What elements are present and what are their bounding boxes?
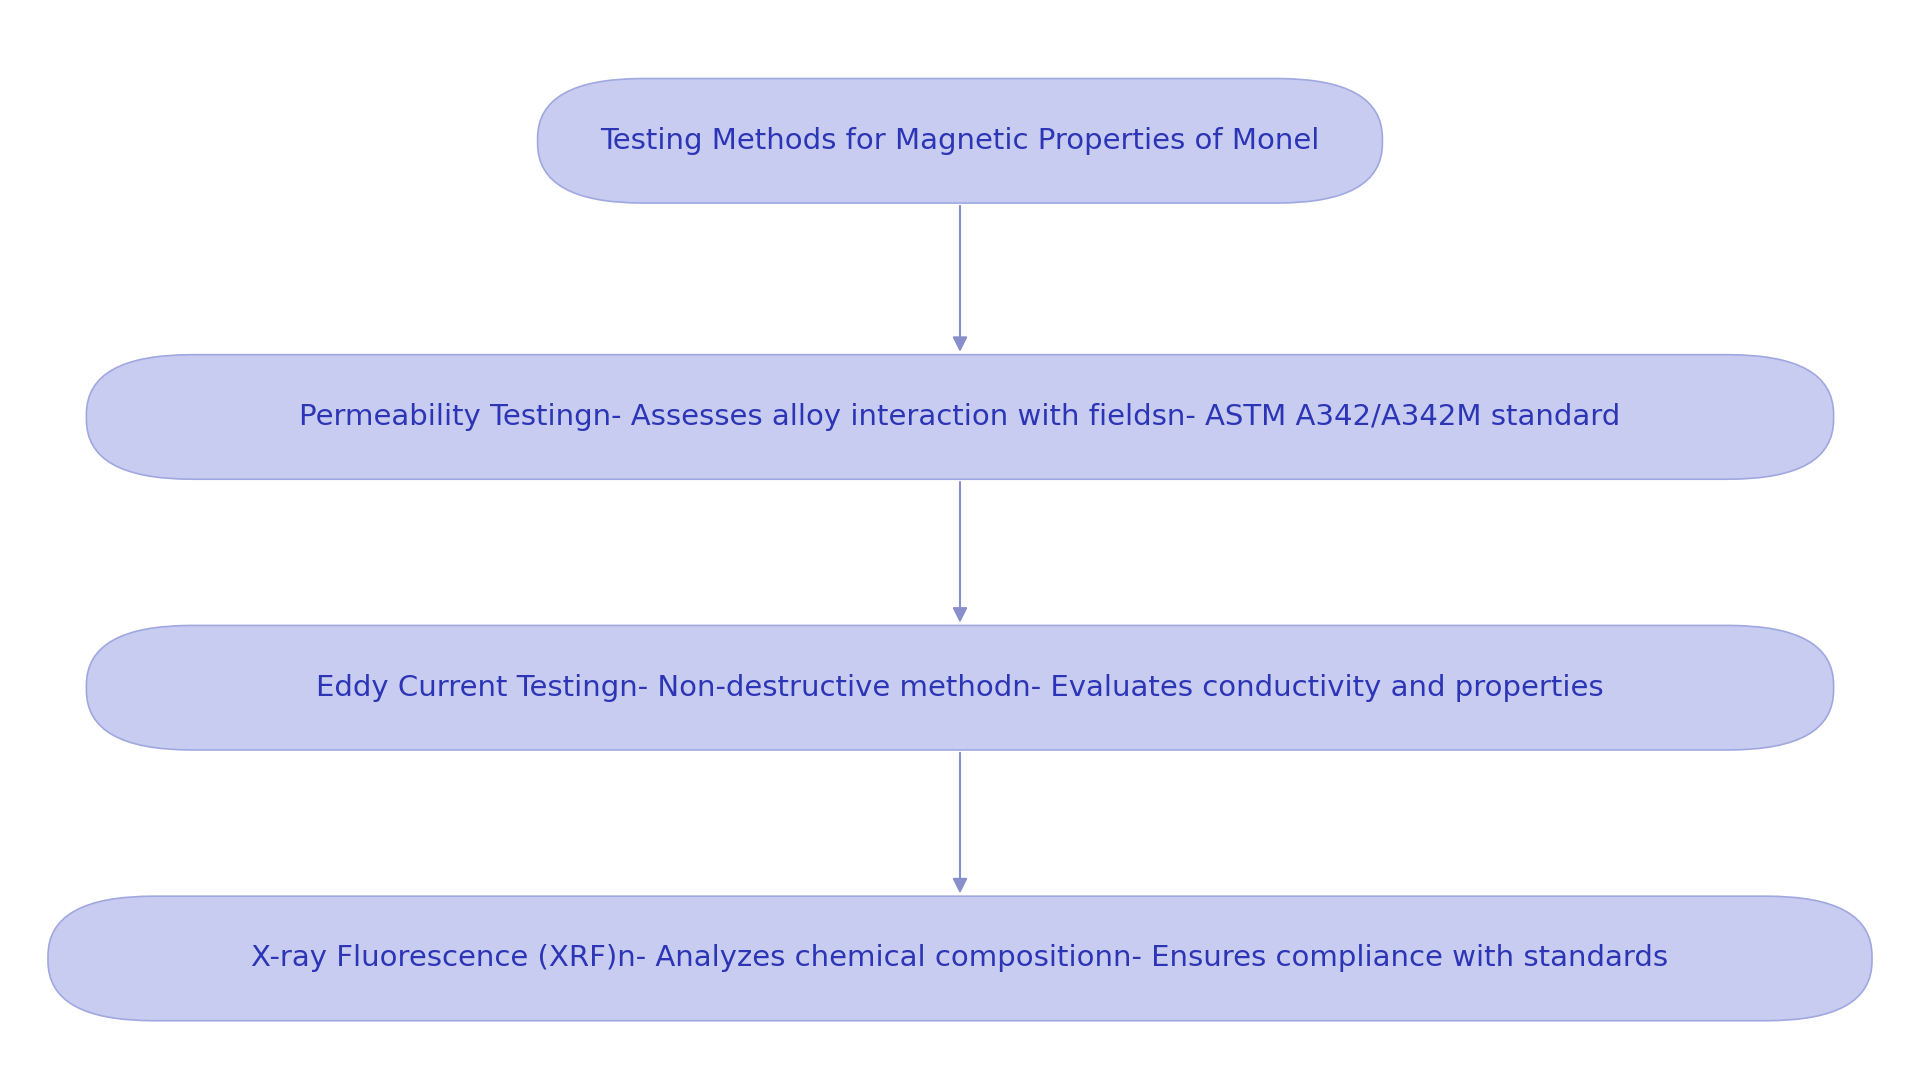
FancyBboxPatch shape	[86, 355, 1834, 479]
Text: Eddy Current Testingn- Non-destructive methodn- Evaluates conductivity and prope: Eddy Current Testingn- Non-destructive m…	[317, 674, 1603, 702]
FancyBboxPatch shape	[48, 897, 1872, 1020]
Text: Permeability Testingn- Assesses alloy interaction with fieldsn- ASTM A342/A342M : Permeability Testingn- Assesses alloy in…	[300, 403, 1620, 431]
Text: X-ray Fluorescence (XRF)n- Analyzes chemical compositionn- Ensures compliance wi: X-ray Fluorescence (XRF)n- Analyzes chem…	[252, 944, 1668, 973]
FancyBboxPatch shape	[86, 626, 1834, 749]
FancyBboxPatch shape	[538, 79, 1382, 204]
Text: Testing Methods for Magnetic Properties of Monel: Testing Methods for Magnetic Properties …	[601, 127, 1319, 155]
